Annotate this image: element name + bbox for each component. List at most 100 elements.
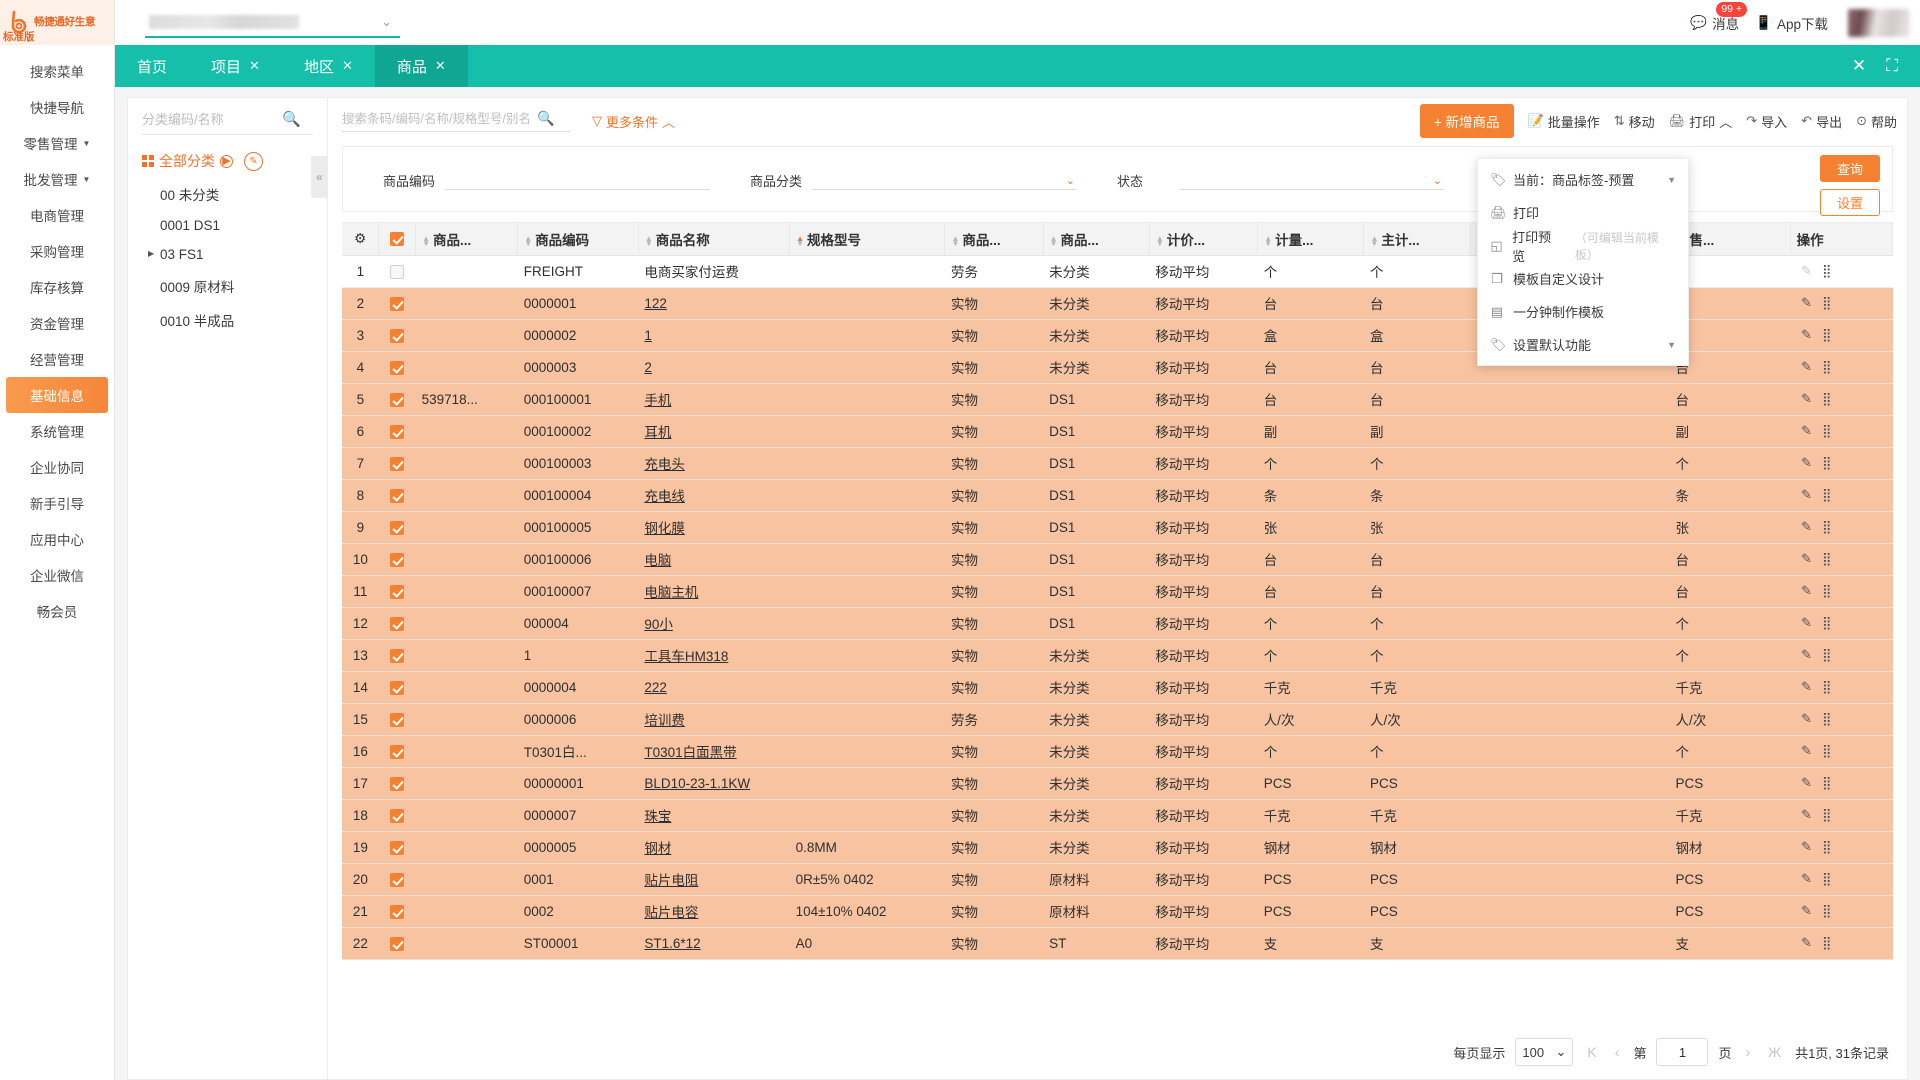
product-name-link[interactable]: 电脑 bbox=[644, 553, 672, 568]
sort-icon[interactable]: ▲ ▼ bbox=[1049, 234, 1058, 249]
table-row[interactable]: 15 0000006 培训费 劳务 未分类 移动平均 人/次 人/次 人/次 ✎ ⣿ bbox=[342, 703, 1893, 736]
edit-row-icon[interactable]: ✎ bbox=[1801, 327, 1813, 342]
more-actions-icon[interactable]: ⣿ bbox=[1822, 423, 1832, 438]
table-row[interactable]: 6 000100002 耳机 实物 DS1 移动平均副副副 ✎ ⣿ bbox=[342, 415, 1893, 448]
category-node-0[interactable]: 00 未分类 bbox=[128, 177, 327, 211]
more-actions-icon[interactable]: ⣿ bbox=[1822, 871, 1832, 886]
more-actions-icon[interactable]: ⣿ bbox=[1822, 583, 1832, 598]
column-header-code[interactable]: ▲ ▼ 商品编码 bbox=[517, 223, 639, 256]
export-button[interactable]: ↶ 导出 bbox=[1801, 112, 1842, 131]
product-name-link[interactable]: 充电头 bbox=[644, 457, 685, 472]
page-input[interactable] bbox=[1656, 1038, 1709, 1066]
more-actions-icon[interactable]: ⣿ bbox=[1822, 327, 1832, 342]
sort-icon[interactable]: ▲ ▼ bbox=[796, 234, 805, 249]
select-all-checkbox[interactable] bbox=[390, 232, 405, 247]
row-checkbox[interactable] bbox=[390, 680, 405, 695]
column-header-attr[interactable]: ▲ ▼ 商品... bbox=[944, 223, 1044, 256]
product-name-link[interactable]: 培训费 bbox=[644, 713, 685, 728]
row-checkbox[interactable] bbox=[390, 616, 405, 631]
more-actions-icon[interactable]: ⣿ bbox=[1822, 903, 1832, 918]
filter-input[interactable]: ⌄ bbox=[812, 168, 1077, 190]
table-row[interactable]: 7 000100003 充电头 实物 DS1 移动平均个个个 ✎ ⣿ bbox=[342, 447, 1893, 480]
sort-icon[interactable]: ▲ ▼ bbox=[422, 234, 430, 249]
edit-row-icon[interactable]: ✎ bbox=[1801, 871, 1813, 886]
more-actions-icon[interactable]: ⣿ bbox=[1822, 551, 1832, 566]
category-node-2[interactable]: ▶ 03 FS1 bbox=[128, 240, 327, 269]
edit-row-icon[interactable]: ✎ bbox=[1801, 647, 1813, 662]
product-name-link[interactable]: 珠宝 bbox=[644, 809, 672, 824]
gear-icon[interactable]: ⚙ bbox=[354, 230, 367, 246]
table-row[interactable]: 22 ST00001 ST1.6*12 A0 实物 ST 移动平均支支支 ✎ ⣿ bbox=[342, 927, 1893, 960]
table-row[interactable]: 12 000004 90小 实物 DS1 移动平均个个个 ✎ ⣿ bbox=[342, 607, 1893, 640]
row-checkbox[interactable] bbox=[390, 456, 405, 471]
more-actions-icon[interactable]: ⣿ bbox=[1822, 807, 1832, 822]
more-actions-icon[interactable]: ⣿ bbox=[1822, 359, 1832, 374]
app-download-button[interactable]: 📱 App下载 bbox=[1755, 13, 1828, 33]
edit-row-icon[interactable]: ✎ bbox=[1801, 679, 1813, 694]
row-checkbox[interactable] bbox=[390, 424, 405, 439]
column-header-cat[interactable]: ▲ ▼ 商品... bbox=[1043, 223, 1150, 256]
more-actions-icon[interactable]: ⣿ bbox=[1822, 679, 1832, 694]
category-search-input[interactable] bbox=[142, 111, 282, 127]
sidebar-item-15[interactable]: 畅会员 bbox=[0, 593, 114, 629]
edit-row-icon[interactable]: ✎ bbox=[1801, 263, 1813, 278]
search-icon[interactable]: 🔍 bbox=[537, 110, 555, 126]
chevron-down-icon[interactable]: ⌄ bbox=[381, 13, 392, 29]
more-actions-icon[interactable]: ⣿ bbox=[1822, 487, 1832, 502]
column-header-gear[interactable]: ⚙ bbox=[342, 223, 380, 256]
product-name-link[interactable]: 贴片电阻 bbox=[644, 873, 699, 888]
edit-row-icon[interactable]: ✎ bbox=[1801, 839, 1813, 854]
sidebar-item-1[interactable]: 快捷导航 bbox=[0, 89, 114, 125]
table-row[interactable]: 19 0000005 钢材 0.8MM 实物 未分类 移动平均 钢材 钢材 钢材 ✎ ⣿ bbox=[342, 831, 1893, 864]
product-name-link[interactable]: ST1.6*12 bbox=[644, 935, 701, 951]
row-checkbox[interactable] bbox=[390, 584, 405, 599]
edit-row-icon[interactable]: ✎ bbox=[1801, 903, 1813, 918]
category-node-1[interactable]: 0001 DS1 bbox=[128, 211, 327, 240]
print-menu-item-4[interactable]: ▤ 一分钟制作模板 bbox=[1478, 295, 1688, 328]
table-row[interactable]: 20 0001 贴片电阻 0R±5% 0402 实物 原材料 移动平均 PCS PCS PCS ✎ ⣿ bbox=[342, 863, 1893, 896]
row-checkbox[interactable] bbox=[390, 360, 405, 375]
more-actions-icon[interactable]: ⣿ bbox=[1822, 615, 1832, 630]
product-name-link[interactable]: 充电线 bbox=[644, 489, 685, 504]
row-checkbox[interactable] bbox=[390, 872, 405, 887]
print-menu-item-2[interactable]: ◱ 打印预览 （可编辑当前模板） bbox=[1478, 229, 1688, 264]
column-header-op[interactable]: 操作 bbox=[1790, 223, 1893, 256]
sidebar-item-2[interactable]: 零售管理 ▼ bbox=[0, 125, 114, 161]
column-header-check[interactable] bbox=[378, 223, 417, 256]
edit-row-icon[interactable]: ✎ bbox=[1801, 551, 1813, 566]
column-header-spec[interactable]: ▲ ▼ 规格型号 bbox=[789, 223, 946, 256]
sidebar-item-5[interactable]: 采购管理 bbox=[0, 233, 114, 269]
table-row[interactable]: 5 539718... 000100001 手机 实物 DS1 移动平均台台台 ✎ ⣿ bbox=[342, 383, 1893, 416]
category-node-3[interactable]: 0009 原材料 bbox=[128, 269, 327, 303]
product-name-link[interactable]: 钢材 bbox=[644, 841, 672, 856]
row-checkbox[interactable] bbox=[390, 840, 405, 855]
print-menu-item-5[interactable]: 🏷 设置默认功能 ▼ bbox=[1478, 328, 1688, 361]
column-header-price[interactable]: ▲ ▼ 计价... bbox=[1149, 223, 1259, 256]
row-checkbox[interactable] bbox=[390, 392, 405, 407]
prev-page-button[interactable]: ‹ bbox=[1614, 1044, 1620, 1060]
row-checkbox[interactable] bbox=[390, 520, 405, 535]
sidebar-item-3[interactable]: 批发管理 ▼ bbox=[0, 161, 114, 197]
column-header-munit[interactable]: ▲ ▼ 主计... bbox=[1363, 223, 1471, 256]
table-row[interactable]: 17 00000001 BLD10-23-1.1KW 实物 未分类 移动平均 PCS PCS P… bbox=[342, 767, 1893, 800]
sidebar-item-9[interactable]: 基础信息 bbox=[6, 377, 108, 413]
table-row[interactable]: 21 0002 贴片电容 104±10% 0402 实物 原材料 移动平均 PCS PCS PCS… bbox=[342, 895, 1893, 928]
column-header-sale[interactable]: 销售... bbox=[1669, 223, 1791, 256]
edit-row-icon[interactable]: ✎ bbox=[1801, 391, 1813, 406]
product-name-link[interactable]: 1 bbox=[644, 327, 652, 343]
sidebar-item-11[interactable]: 企业协同 bbox=[0, 449, 114, 485]
more-conditions-button[interactable]: ▽ 更多条件 ︿ bbox=[592, 112, 675, 131]
product-name-link[interactable]: 贴片电容 bbox=[644, 905, 699, 920]
chevron-right-icon[interactable]: ▶ bbox=[148, 249, 155, 258]
row-checkbox[interactable] bbox=[390, 328, 405, 343]
product-name-link[interactable]: 电脑主机 bbox=[644, 585, 699, 600]
filter-input[interactable] bbox=[445, 168, 710, 190]
sidebar-item-4[interactable]: 电商管理 bbox=[0, 197, 114, 233]
print-menu-item-1[interactable]: 🖨 打印 bbox=[1478, 196, 1688, 229]
avatar[interactable] bbox=[1848, 8, 1910, 37]
print-button[interactable]: 🖨 打印 ︿ bbox=[1669, 112, 1733, 131]
row-checkbox[interactable] bbox=[390, 712, 405, 727]
edit-row-icon[interactable]: ✎ bbox=[1801, 519, 1813, 534]
batch-operation-button[interactable]: 📝 批量操作 bbox=[1528, 112, 1600, 131]
chevron-down-icon[interactable]: ▼ bbox=[1667, 174, 1676, 185]
